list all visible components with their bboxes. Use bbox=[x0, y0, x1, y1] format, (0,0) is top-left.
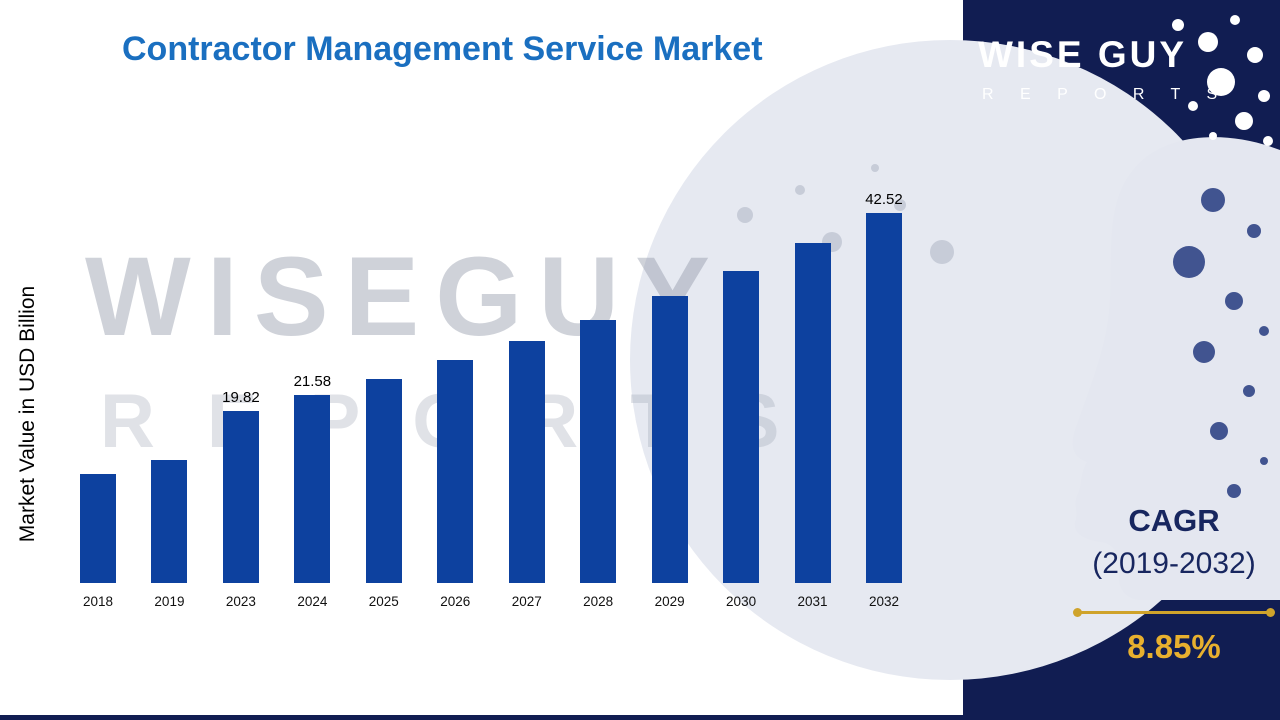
y-axis-label: Market Value in USD Billion bbox=[16, 285, 39, 543]
x-axis-label: 2029 bbox=[654, 594, 685, 609]
cagr-label: CAGR bbox=[1128, 503, 1220, 538]
bar-group: 2019 bbox=[147, 455, 191, 609]
x-axis-label: 2019 bbox=[154, 594, 185, 609]
x-axis-label: 2018 bbox=[82, 594, 114, 609]
bar bbox=[437, 360, 474, 583]
bar bbox=[80, 474, 116, 583]
bar bbox=[865, 213, 902, 583]
cagr-range: (2019-2032) bbox=[1092, 547, 1256, 580]
bar-value-label: 21.58 bbox=[293, 373, 332, 390]
bar bbox=[580, 320, 617, 583]
x-axis-label: 2032 bbox=[868, 594, 899, 609]
bar-group: 2029 bbox=[648, 291, 692, 609]
plot-area: 2018 2019 19.82 2023 21.58 2024 2025 2026 2027 20… bbox=[76, 160, 906, 609]
x-axis-label: 2024 bbox=[297, 594, 328, 609]
bar bbox=[651, 296, 688, 583]
x-axis-label: 2028 bbox=[583, 594, 614, 609]
bar-group: 2031 bbox=[791, 238, 835, 609]
x-axis-label: 2023 bbox=[225, 594, 256, 609]
logo-reports-text: R E P O R T S bbox=[982, 86, 1229, 103]
bar-group: 42.52 2032 bbox=[862, 191, 906, 609]
bar-group: 2026 bbox=[433, 355, 477, 609]
face-profile-graphic bbox=[1072, 15, 1280, 601]
logo: WISE GUY R E P O R T S bbox=[978, 34, 1228, 104]
bar bbox=[723, 271, 760, 583]
x-axis-label: 2031 bbox=[797, 594, 828, 609]
bar-group: 2030 bbox=[719, 266, 763, 609]
x-axis-label: 2025 bbox=[368, 594, 399, 609]
bar bbox=[222, 411, 259, 583]
bar-group: 21.58 2024 bbox=[290, 373, 334, 609]
bar-group: 2027 bbox=[505, 336, 549, 609]
bar bbox=[365, 379, 402, 583]
cagr-value: 8.85% bbox=[1127, 628, 1221, 665]
bar bbox=[294, 395, 331, 583]
x-axis-label: 2026 bbox=[440, 594, 471, 609]
cagr-block: CAGR (2019-2032) bbox=[1068, 503, 1280, 581]
bar-value-label: 19.82 bbox=[222, 389, 260, 406]
page-title: Contractor Management Service Market bbox=[122, 30, 763, 68]
x-axis-label: 2030 bbox=[726, 594, 757, 609]
bar-group: 2025 bbox=[362, 374, 406, 609]
bar bbox=[508, 341, 545, 583]
bar bbox=[151, 460, 188, 583]
cagr-divider-line bbox=[1073, 608, 1275, 617]
bar-group: 2028 bbox=[576, 315, 620, 609]
bar-group: 2018 bbox=[76, 469, 120, 609]
footer-strip bbox=[0, 715, 1280, 720]
bar-value-label: 42.52 bbox=[865, 191, 903, 208]
bar bbox=[794, 243, 831, 583]
logo-wordmark: WISE GUY bbox=[978, 34, 1188, 75]
bar-group: 19.82 2023 bbox=[219, 389, 263, 609]
x-axis-label: 2027 bbox=[511, 594, 542, 609]
